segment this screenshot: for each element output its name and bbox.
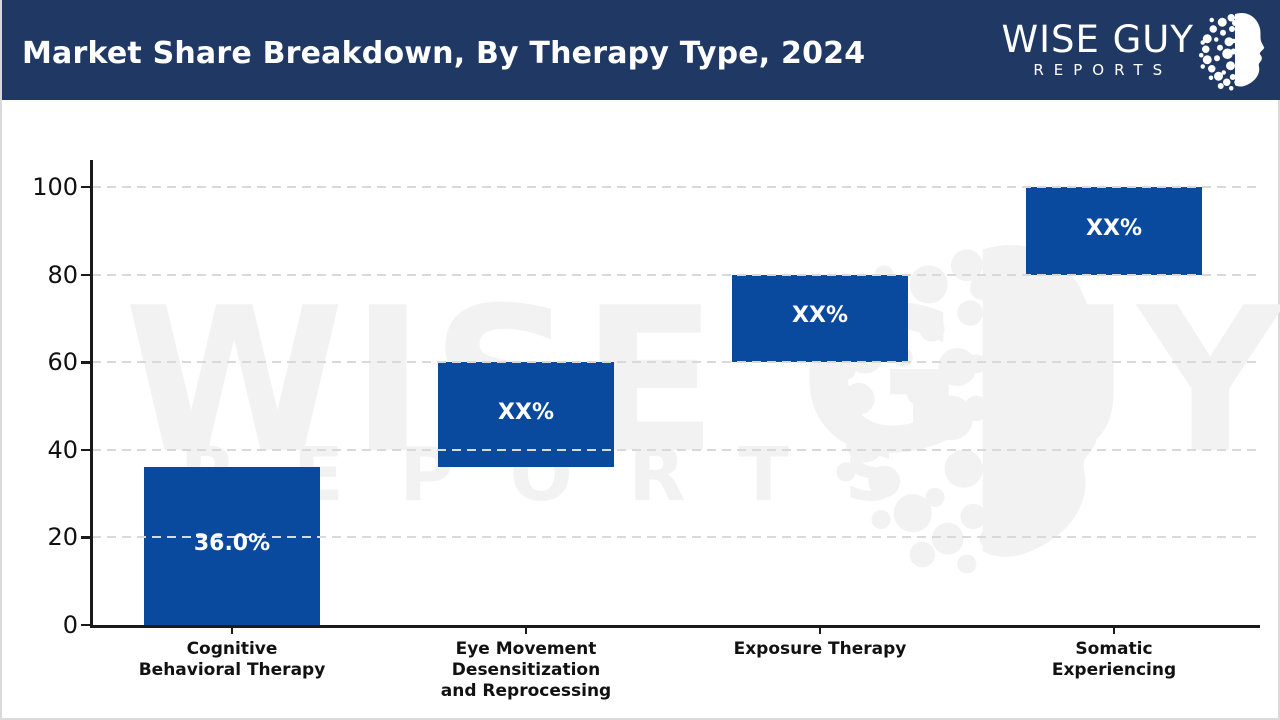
bar-4 xyxy=(1026,187,1202,275)
y-tick-mark xyxy=(81,273,90,276)
gridline-80 xyxy=(92,273,1260,276)
y-tick-label: 60 xyxy=(47,348,78,377)
x-tick-mark xyxy=(525,627,528,634)
y-tick-label: 80 xyxy=(47,260,78,289)
logo-head-icon xyxy=(1196,8,1268,92)
y-tick-mark xyxy=(81,624,90,627)
bar-value-label: XX% xyxy=(1086,215,1142,241)
gridline-20 xyxy=(92,536,1260,539)
y-tick-label: 0 xyxy=(62,611,78,639)
gridline-100 xyxy=(92,186,1260,188)
y-tick-mark xyxy=(81,448,90,452)
gridline-60 xyxy=(92,361,1260,364)
x-tick-label-2: Eye Movement Desensitization and Reprocess… xyxy=(440,639,612,701)
x-axis-line xyxy=(90,625,1260,628)
bar-1 xyxy=(144,467,320,625)
bar-value-label: 36.0% xyxy=(193,531,271,557)
y-axis-spine xyxy=(90,160,93,627)
x-tick-label-3: Exposure Therapy xyxy=(733,639,907,659)
bar-value-label: XX% xyxy=(498,399,554,425)
x-tick-mark xyxy=(1113,627,1116,634)
bar-3 xyxy=(732,274,908,363)
y-tick-label: 100 xyxy=(32,173,78,201)
logo-text: WISE GUY REPORTS xyxy=(1002,20,1194,80)
x-tick-label-1: Cognitive Behavioral Therapy xyxy=(138,639,326,680)
bar-value-label: XX% xyxy=(792,303,848,329)
x-tick-mark xyxy=(819,627,822,634)
x-tick-label-4: Somatic Experiencing xyxy=(1051,639,1177,680)
y-tick-label: 40 xyxy=(47,435,78,464)
x-tick-mark xyxy=(231,627,234,634)
logo-reports-label: REPORTS xyxy=(1033,61,1173,79)
y-tick-mark xyxy=(81,361,90,364)
y-tick-label: 20 xyxy=(47,523,78,552)
page-title: Market Share Breakdown, By Therapy Type,… xyxy=(22,35,866,71)
y-tick-mark xyxy=(81,536,90,539)
header-bar: Market Share Breakdown, By Therapy Type,… xyxy=(2,0,1280,100)
logo-wordmark: WISE GUY xyxy=(1001,18,1194,61)
gridline-40 xyxy=(92,448,1260,451)
y-tick-mark xyxy=(81,186,90,189)
brand-logo: WISE GUY REPORTS xyxy=(1002,6,1268,94)
